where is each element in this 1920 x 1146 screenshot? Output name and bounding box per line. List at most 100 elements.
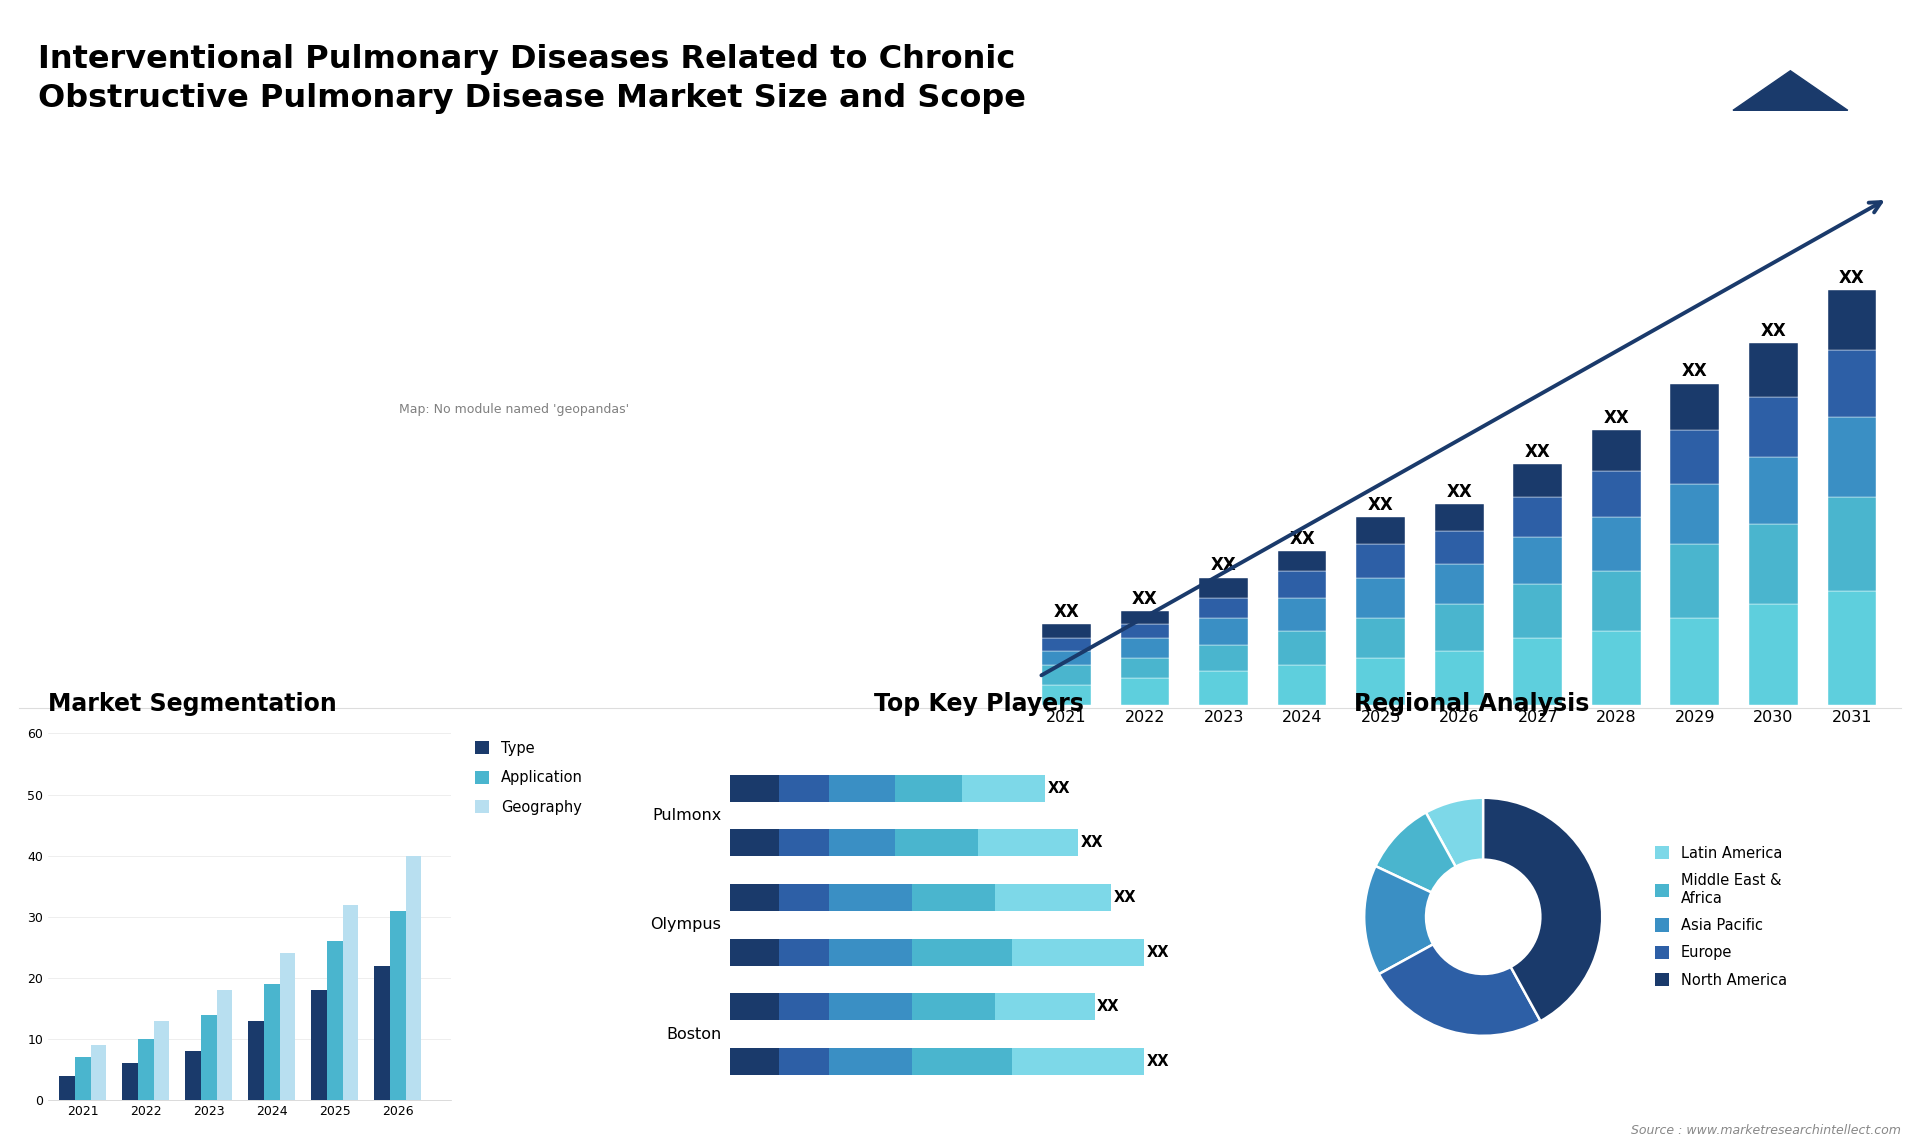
Bar (1670, 431, 1718, 484)
Bar (154, 1021, 169, 1100)
Bar (962, 775, 1044, 802)
Text: XX: XX (1114, 890, 1137, 905)
Wedge shape (1484, 798, 1601, 1021)
Bar (1670, 544, 1718, 618)
Bar (1592, 631, 1642, 705)
Bar (1279, 598, 1327, 631)
Bar (912, 994, 995, 1020)
Bar (895, 830, 979, 856)
Bar (829, 884, 912, 911)
Legend: Type, Application, Geography: Type, Application, Geography (474, 740, 584, 815)
Wedge shape (1379, 944, 1540, 1036)
Text: XX: XX (1603, 409, 1630, 427)
Bar (1200, 578, 1248, 598)
Text: XX: XX (1446, 482, 1473, 501)
Text: XX: XX (1839, 268, 1864, 286)
Bar (90, 1045, 106, 1100)
Bar (1043, 665, 1091, 684)
Bar (374, 966, 390, 1100)
Text: Boston: Boston (666, 1027, 722, 1042)
Bar (1749, 524, 1797, 604)
Bar (390, 911, 405, 1100)
Bar (829, 775, 895, 802)
Bar (1200, 672, 1248, 705)
Text: XX: XX (1146, 1054, 1169, 1069)
Bar (263, 984, 280, 1100)
Wedge shape (1363, 866, 1432, 974)
Bar (1043, 625, 1091, 638)
Legend: Latin America, Middle East &
Africa, Asia Pacific, Europe, North America: Latin America, Middle East & Africa, Asi… (1649, 840, 1793, 994)
Bar (1513, 537, 1563, 584)
Bar (1828, 417, 1876, 497)
Bar (1592, 431, 1642, 471)
Bar (780, 994, 829, 1020)
Bar (60, 1076, 75, 1100)
Bar (75, 1058, 90, 1100)
Bar (1434, 651, 1484, 705)
Text: XX: XX (1146, 944, 1169, 959)
Text: XX: XX (1524, 442, 1551, 461)
Bar (1749, 604, 1797, 705)
Text: XX: XX (1682, 362, 1707, 380)
Bar (1434, 604, 1484, 651)
Text: Regional Analysis: Regional Analysis (1354, 692, 1590, 716)
Bar (780, 1049, 829, 1075)
Bar (202, 1014, 217, 1100)
Bar (248, 1021, 263, 1100)
Bar (1121, 625, 1169, 638)
Bar (1121, 678, 1169, 705)
Text: Map: No module named 'geopandas': Map: No module named 'geopandas' (399, 403, 628, 416)
Bar (1592, 571, 1642, 631)
Bar (1434, 564, 1484, 604)
Bar (280, 953, 296, 1100)
Bar (1749, 344, 1797, 397)
Wedge shape (1427, 798, 1482, 866)
Bar (1200, 598, 1248, 618)
Text: XX: XX (1133, 590, 1158, 607)
Bar (829, 1049, 912, 1075)
Bar (995, 884, 1112, 911)
Text: XX: XX (1761, 322, 1786, 340)
Bar (912, 884, 995, 911)
Text: XX: XX (1288, 529, 1315, 548)
Text: Pulmonx: Pulmonx (653, 808, 722, 823)
Bar (780, 939, 829, 966)
Bar (1828, 591, 1876, 705)
Bar (829, 830, 895, 856)
Bar (1356, 544, 1405, 578)
Bar (1434, 504, 1484, 531)
Bar (1434, 531, 1484, 564)
Bar (1513, 584, 1563, 638)
Bar (730, 775, 780, 802)
Bar (1670, 618, 1718, 705)
Bar (895, 775, 962, 802)
Bar (184, 1051, 202, 1100)
Text: XX: XX (1054, 603, 1079, 621)
Bar (1043, 651, 1091, 665)
Text: Top Key Players: Top Key Players (874, 692, 1083, 716)
Text: XX: XX (1046, 780, 1069, 795)
Bar (1356, 578, 1405, 618)
Text: XX: XX (1081, 835, 1102, 850)
Bar (1279, 571, 1327, 598)
Text: XX: XX (1367, 496, 1394, 515)
Bar (1513, 497, 1563, 537)
Bar (1513, 638, 1563, 705)
Bar (829, 994, 912, 1020)
Bar (326, 941, 342, 1100)
Bar (1279, 551, 1327, 571)
Bar (1356, 658, 1405, 705)
Bar (1279, 631, 1327, 665)
Polygon shape (1701, 52, 1878, 110)
Bar (730, 1049, 780, 1075)
Bar (1828, 350, 1876, 417)
Text: XX: XX (1212, 556, 1236, 574)
Text: Olympus: Olympus (651, 917, 722, 933)
Bar (730, 884, 780, 911)
Bar (1043, 638, 1091, 651)
Bar (1043, 684, 1091, 705)
Bar (123, 1063, 138, 1100)
Bar (780, 775, 829, 802)
Bar (1749, 457, 1797, 524)
Bar (829, 939, 912, 966)
